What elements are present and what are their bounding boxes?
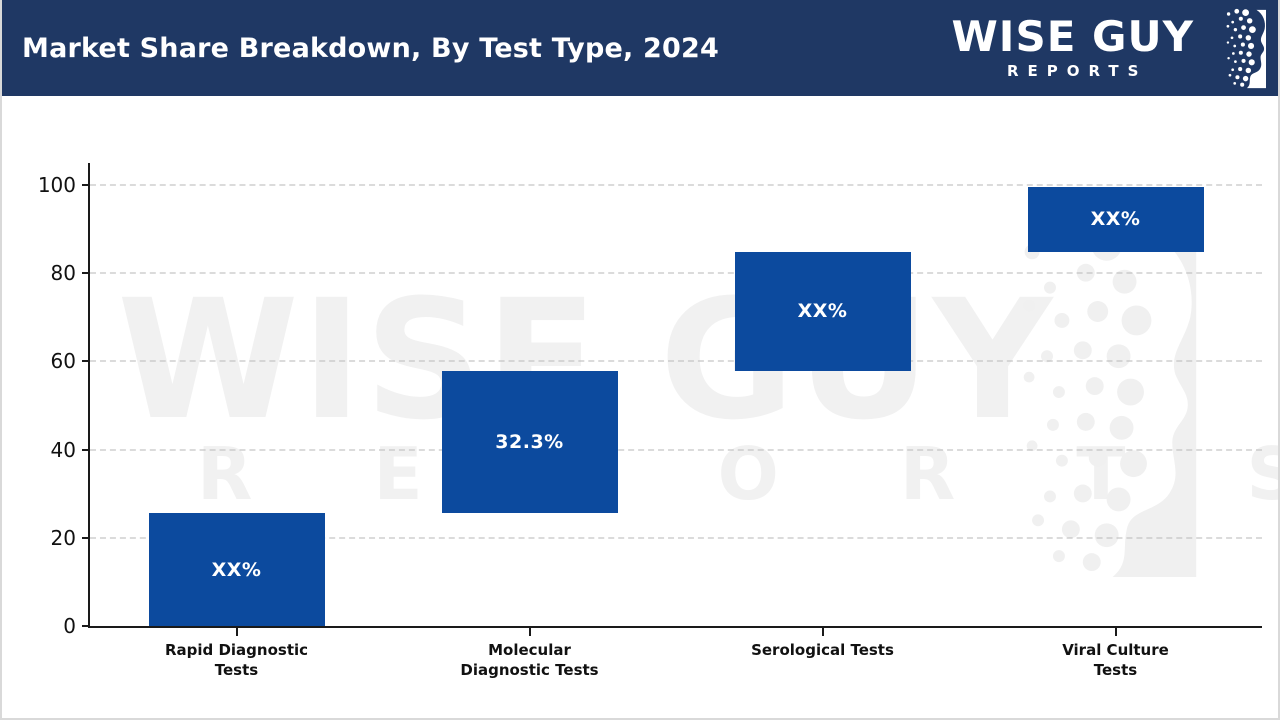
x-axis-tick-mark: [235, 628, 238, 636]
gridline-60: [90, 360, 1262, 363]
chart-title: Market Share Breakdown, By Test Type, 20…: [22, 32, 720, 64]
gridline-20: [90, 536, 1262, 539]
wise-guy-reports-logo: WISE GUY REPORTS: [951, 7, 1278, 89]
y-axis-tick-mark: [82, 360, 90, 363]
y-axis-tick-label: 100: [37, 173, 76, 197]
header-bar: Market Share Breakdown, By Test Type, 20…: [2, 0, 1278, 96]
y-axis-tick-label: 20: [50, 525, 76, 550]
category-label: Serological Tests: [751, 641, 894, 659]
y-axis-tick-label: 80: [50, 261, 76, 286]
x-axis-line: [88, 626, 1262, 628]
y-axis-line: [88, 163, 90, 628]
x-axis-tick-mark: [821, 628, 824, 636]
logo-text: WISE GUY REPORTS: [951, 12, 1194, 81]
gridline-40: [90, 448, 1262, 451]
bar-3: XX%: [734, 251, 911, 371]
watermark-dotted-head-graphic: [1023, 229, 1197, 578]
gridline-100: [90, 184, 1262, 186]
bar-value-label: 32.3%: [495, 430, 564, 453]
y-axis-tick-label: 60: [50, 349, 76, 374]
bar-value-label: XX%: [211, 558, 262, 581]
y-axis-tick-mark: [82, 536, 90, 539]
x-axis-tick-mark: [528, 628, 531, 636]
bar-1: XX%: [148, 513, 325, 626]
bar-value-label: XX%: [797, 300, 848, 323]
bar-value-label: XX%: [1090, 208, 1141, 231]
bar-4: XX%: [1027, 187, 1204, 252]
logo-dotted-head-icon: [1226, 8, 1266, 89]
y-axis-tick-mark: [82, 448, 90, 451]
gridline-80: [90, 272, 1262, 275]
bar-2: 32.3%: [441, 370, 618, 514]
y-axis-tick-label: 0: [63, 614, 76, 638]
y-axis-tick-mark: [82, 184, 90, 186]
logo-wiseguy-label: WISE GUY: [951, 12, 1194, 61]
x-axis-tick-mark: [1114, 628, 1117, 636]
category-label: Molecular Diagnostic Tests: [460, 641, 599, 680]
logo-reports-label: REPORTS: [1007, 62, 1148, 80]
y-axis-tick-mark: [82, 625, 90, 627]
y-axis-tick-label: 40: [50, 437, 76, 462]
category-label: Viral Culture Tests: [1062, 641, 1169, 680]
category-label: Rapid Diagnostic Tests: [164, 641, 309, 680]
y-axis-tick-mark: [82, 272, 90, 275]
